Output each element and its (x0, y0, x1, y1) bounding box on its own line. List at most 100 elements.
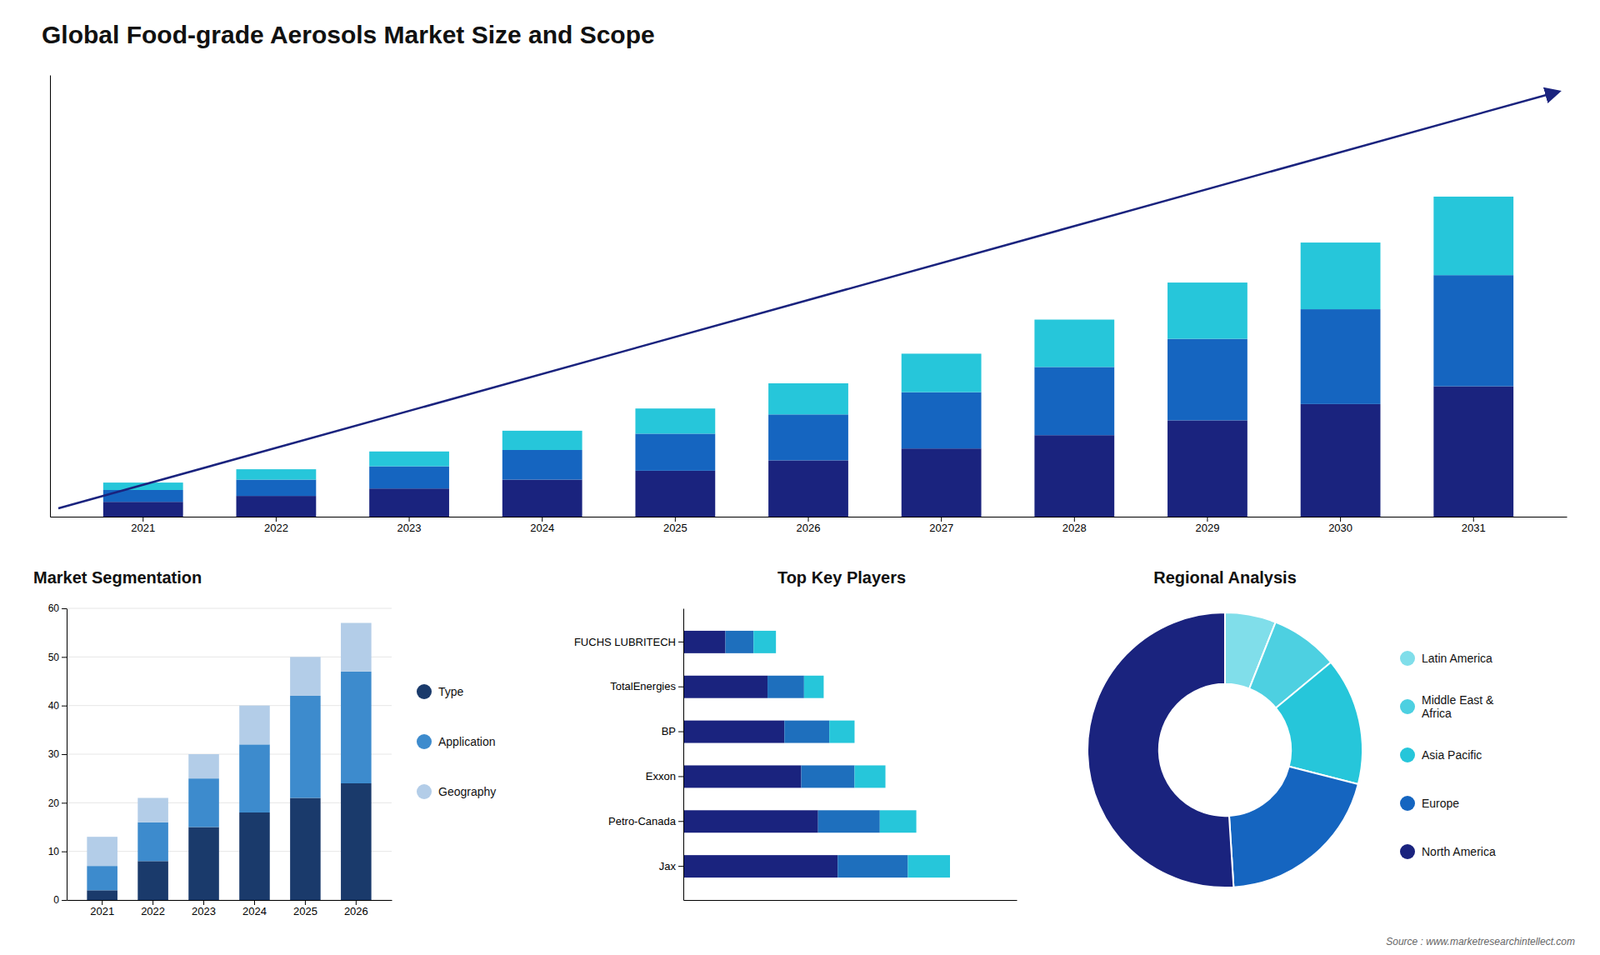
bar (340, 623, 372, 672)
tick-mark (61, 656, 67, 658)
legend-marker (416, 784, 432, 800)
tick: 20 (48, 797, 67, 810)
tick: 40 (48, 700, 67, 712)
bar (1034, 366, 1115, 435)
tick: 2025 (293, 900, 318, 918)
tick: Jax (659, 860, 684, 873)
tick-mark (101, 900, 103, 905)
bar (901, 392, 982, 450)
tick-label: 2026 (344, 905, 369, 918)
bar (137, 822, 169, 862)
tick-label: 20 (48, 797, 60, 810)
tick-label: BP (661, 725, 676, 738)
bar (768, 460, 849, 517)
axis-line (66, 609, 68, 901)
tick-mark (940, 516, 942, 522)
bar (86, 865, 118, 890)
tick: 2025 (663, 516, 688, 535)
bar (290, 695, 321, 799)
chart-title: Market Segmentation (33, 568, 202, 587)
y-axis: 0102030405060 (48, 602, 68, 906)
chart-title: Regional Analysis (1153, 568, 1297, 587)
tick: 2021 (90, 900, 115, 918)
legend-marker (416, 734, 432, 750)
x-axis: 2021202220232024202520262027202820292030… (50, 516, 1568, 535)
bars (683, 630, 950, 878)
tick: Petro-Canada (608, 815, 684, 828)
bar (188, 778, 220, 827)
tick-mark (409, 516, 410, 522)
bar (1034, 435, 1115, 517)
tick-mark (678, 686, 684, 688)
legend-label: Europe (1421, 796, 1460, 810)
bar (236, 480, 317, 497)
tick-label: 2025 (663, 521, 688, 535)
tick-label: TotalEnergies (610, 680, 676, 693)
tick-mark (61, 851, 67, 853)
legend-marker (1400, 795, 1415, 811)
slice (1229, 766, 1359, 888)
tick: 2026 (796, 516, 821, 535)
bar (829, 720, 855, 744)
tick: 2024 (530, 516, 555, 535)
tick: 50 (48, 651, 67, 664)
y-axis (50, 75, 51, 518)
legend-marker (1400, 699, 1415, 715)
tick: 2026 (344, 900, 369, 918)
tick-mark (142, 516, 144, 522)
bar (239, 744, 270, 813)
tick-label: 2022 (140, 905, 165, 918)
bar (725, 630, 755, 654)
bar (854, 765, 885, 788)
tick-mark (305, 900, 306, 905)
tick: 2024 (242, 900, 267, 918)
tick-label: 2024 (530, 521, 555, 535)
bar (340, 671, 372, 784)
bar (683, 675, 768, 699)
tick: 60 (48, 602, 67, 615)
bar (86, 890, 118, 900)
bar (753, 630, 776, 654)
tick-label: 2023 (397, 521, 422, 535)
bar (236, 469, 317, 480)
tick: 10 (48, 845, 67, 858)
tick-label: 2022 (264, 521, 289, 535)
bar (800, 765, 855, 788)
tick-mark (152, 900, 154, 905)
legend-label: Latin America (1421, 651, 1493, 665)
bar (239, 705, 270, 745)
tick-label: 2030 (1328, 521, 1353, 535)
tick-mark (275, 516, 277, 522)
bar (907, 855, 950, 878)
series (753, 630, 950, 878)
bar (1167, 339, 1248, 421)
bar (635, 433, 715, 470)
bar (1433, 275, 1514, 386)
tick-label: 10 (48, 845, 60, 858)
legend-label: Geography (438, 785, 496, 799)
tick-label: 2023 (191, 905, 216, 918)
tick-label: 2021 (130, 521, 155, 535)
series (725, 630, 909, 878)
bar (683, 720, 785, 744)
tick-mark (1074, 516, 1075, 522)
legend-marker (416, 684, 432, 700)
bar (767, 675, 805, 699)
bar (290, 798, 321, 901)
bars (103, 196, 1514, 517)
bar (683, 765, 801, 788)
bar (188, 754, 220, 779)
bar (369, 466, 450, 490)
tick-label: 30 (48, 748, 60, 760)
bar (86, 836, 118, 866)
tick-mark (355, 900, 357, 905)
tick: TotalEnergies (610, 680, 684, 693)
bar (502, 430, 583, 450)
bar (1300, 242, 1381, 310)
grid (66, 608, 392, 900)
chart-title: Top Key Players (777, 568, 906, 587)
tick-label: 40 (48, 700, 60, 712)
tick-mark (61, 900, 67, 901)
bar (683, 630, 726, 654)
legend-label: Middle East &Africa (1421, 693, 1495, 721)
